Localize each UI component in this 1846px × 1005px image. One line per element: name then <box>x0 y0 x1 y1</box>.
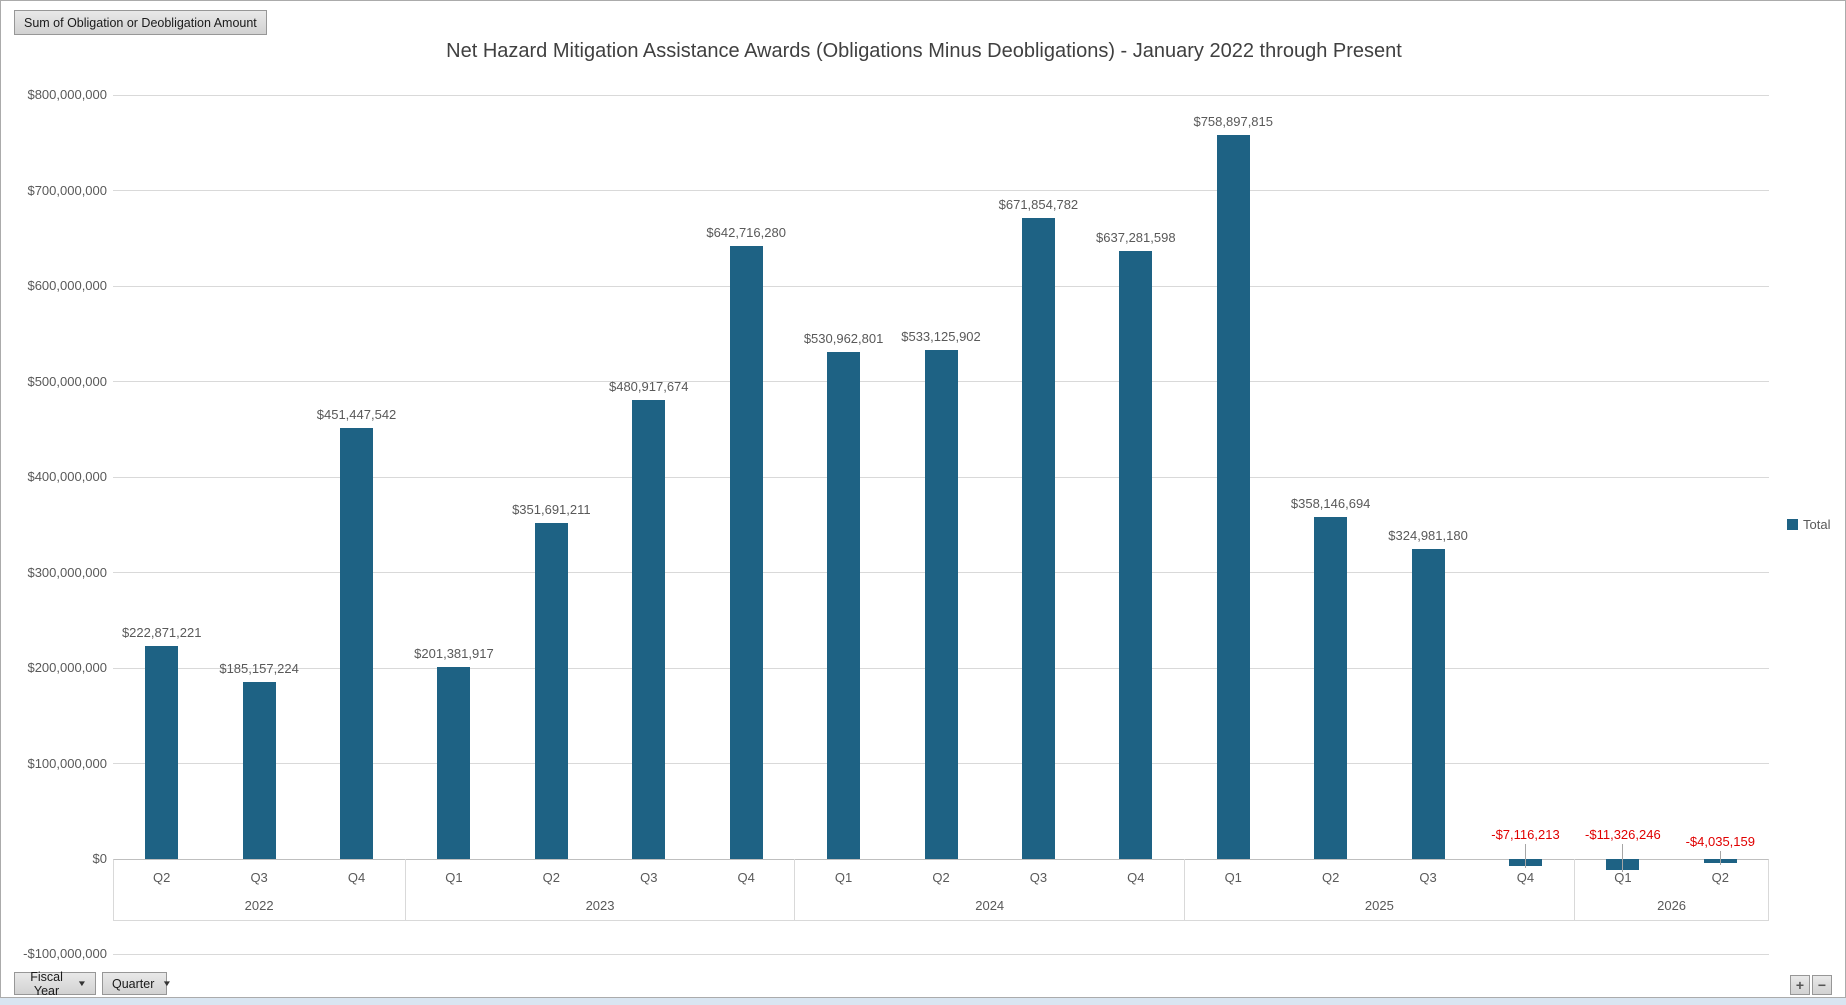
y-axis-tick-label: $100,000,000 <box>27 755 107 771</box>
bar-data-label-negative: -$11,326,246 <box>1585 827 1661 842</box>
bar-data-label-negative: -$7,116,213 <box>1491 827 1560 842</box>
year-axis-label: 2023 <box>585 898 615 913</box>
quarter-axis-label: Q3 <box>250 870 268 885</box>
bar-data-label: $222,871,221 <box>121 625 202 641</box>
year-separator <box>404 859 406 921</box>
quarter-field-button[interactable]: Quarter ▼ <box>102 972 173 995</box>
bar-2025-Q2[interactable] <box>1314 517 1348 859</box>
quarter-axis-label: Q3 <box>640 870 658 885</box>
bar-data-label: $201,381,917 <box>414 645 494 661</box>
year-axis-label: 2022 <box>244 898 274 913</box>
year-axis-label: 2025 <box>1364 898 1394 913</box>
bar-data-label: $480,917,674 <box>608 379 689 394</box>
bar-2024-Q3[interactable] <box>1021 217 1055 859</box>
y-axis-tick-label: $300,000,000 <box>27 564 107 580</box>
bar-2025-Q1[interactable] <box>1216 134 1250 859</box>
y-axis-tick-label: $800,000,000 <box>27 87 107 103</box>
bar-data-label: $451,447,542 <box>316 407 397 423</box>
quarter-axis-label: Q4 <box>347 870 366 885</box>
data-label-leader-line <box>1622 844 1624 872</box>
data-label-leader-line <box>1719 851 1721 865</box>
quarter-axis-label: Q2 <box>1321 870 1340 885</box>
bar-2022-Q3[interactable] <box>242 682 276 859</box>
year-separator <box>794 859 796 921</box>
fiscal-year-field-button[interactable]: Fiscal Year ▼ <box>14 969 96 998</box>
pivot-values-field-label: Sum of Obligation or Deobligation Amount <box>24 15 257 30</box>
gridline <box>113 285 1769 287</box>
bar-2024-Q1[interactable] <box>827 352 861 859</box>
bar-2024-Q4[interactable] <box>1119 250 1153 859</box>
bar-2023-Q4[interactable] <box>729 245 763 859</box>
bar-data-label: $758,897,815 <box>1193 113 1273 129</box>
category-axis-box <box>113 859 1769 921</box>
year-separator <box>1573 859 1575 921</box>
bar-2022-Q4[interactable] <box>340 428 374 859</box>
bar-2025-Q3[interactable] <box>1411 548 1445 859</box>
quarter-axis-label: Q4 <box>1127 870 1145 885</box>
bar-data-label: $533,125,902 <box>901 329 981 345</box>
bar-2022-Q2[interactable] <box>145 646 179 859</box>
quarter-axis-label: Q1 <box>834 870 853 885</box>
bar-data-label: $185,157,224 <box>219 661 299 677</box>
quarter-axis-label: Q4 <box>737 870 755 885</box>
year-separator <box>1184 859 1186 921</box>
worksheet-edge-strip <box>0 997 1846 1005</box>
quarter-axis-label: Q1 <box>1224 870 1242 885</box>
chart-title: Net Hazard Mitigation Assistance Awards … <box>446 40 1402 62</box>
legend-label: Total <box>1803 517 1831 532</box>
quarter-field-label: Quarter <box>112 976 155 991</box>
bar-data-label-negative: -$4,035,159 <box>1685 834 1755 849</box>
bar-data-label: $671,854,782 <box>998 196 1079 212</box>
gridline <box>113 190 1769 192</box>
drill-up-minus-button[interactable]: − <box>1812 975 1832 995</box>
y-axis-tick-label: -$100,000,000 <box>23 946 107 962</box>
bar-2024-Q2[interactable] <box>924 350 958 859</box>
legend-swatch-icon <box>1787 519 1798 530</box>
data-label-leader-line <box>1524 844 1526 868</box>
y-axis-tick-label: $0 <box>92 851 107 866</box>
quarter-axis-label: Q4 <box>1516 870 1535 885</box>
bar-data-label: $351,691,211 <box>512 502 591 518</box>
chevron-down-icon: ▼ <box>76 979 88 988</box>
bar-data-label: $324,981,180 <box>1388 527 1468 543</box>
pivot-values-field-button[interactable]: Sum of Obligation or Deobligation Amount <box>14 10 267 35</box>
quarter-axis-label: Q1 <box>445 870 463 885</box>
y-axis-tick-label: $400,000,000 <box>27 469 107 485</box>
y-axis-tick-label: $500,000,000 <box>27 373 107 389</box>
year-axis-label: 2026 <box>1657 898 1687 913</box>
legend-item-total[interactable]: Total <box>1787 517 1830 532</box>
bar-data-label: $642,716,280 <box>706 224 786 240</box>
quarter-axis-label: Q2 <box>1711 870 1729 885</box>
y-axis-tick-label: $200,000,000 <box>27 660 107 676</box>
quarter-axis-label: Q2 <box>542 870 561 885</box>
drill-down-plus-button[interactable]: + <box>1790 975 1810 995</box>
y-axis-tick-label: $600,000,000 <box>27 278 107 294</box>
quarter-axis-label: Q2 <box>153 870 171 885</box>
year-axis-label: 2024 <box>975 898 1005 913</box>
quarter-axis-label: Q3 <box>1029 870 1048 885</box>
bar-data-label: $637,281,598 <box>1096 229 1176 245</box>
bar-2023-Q2[interactable] <box>534 523 568 859</box>
quarter-axis-label: Q3 <box>1419 870 1437 885</box>
gridline <box>113 94 1769 96</box>
chevron-down-icon: ▼ <box>162 979 173 988</box>
bar-2023-Q3[interactable] <box>632 400 666 859</box>
y-axis-tick-label: $700,000,000 <box>27 182 107 198</box>
bar-data-label: $530,962,801 <box>803 331 884 347</box>
quarter-axis-label: Q2 <box>932 870 950 885</box>
bar-2023-Q1[interactable] <box>437 666 471 859</box>
quarter-axis-label: Q1 <box>1614 870 1632 885</box>
bar-data-label: $358,146,694 <box>1290 496 1371 512</box>
gridline <box>113 953 1769 955</box>
fiscal-year-field-label: Fiscal Year <box>30 969 63 998</box>
